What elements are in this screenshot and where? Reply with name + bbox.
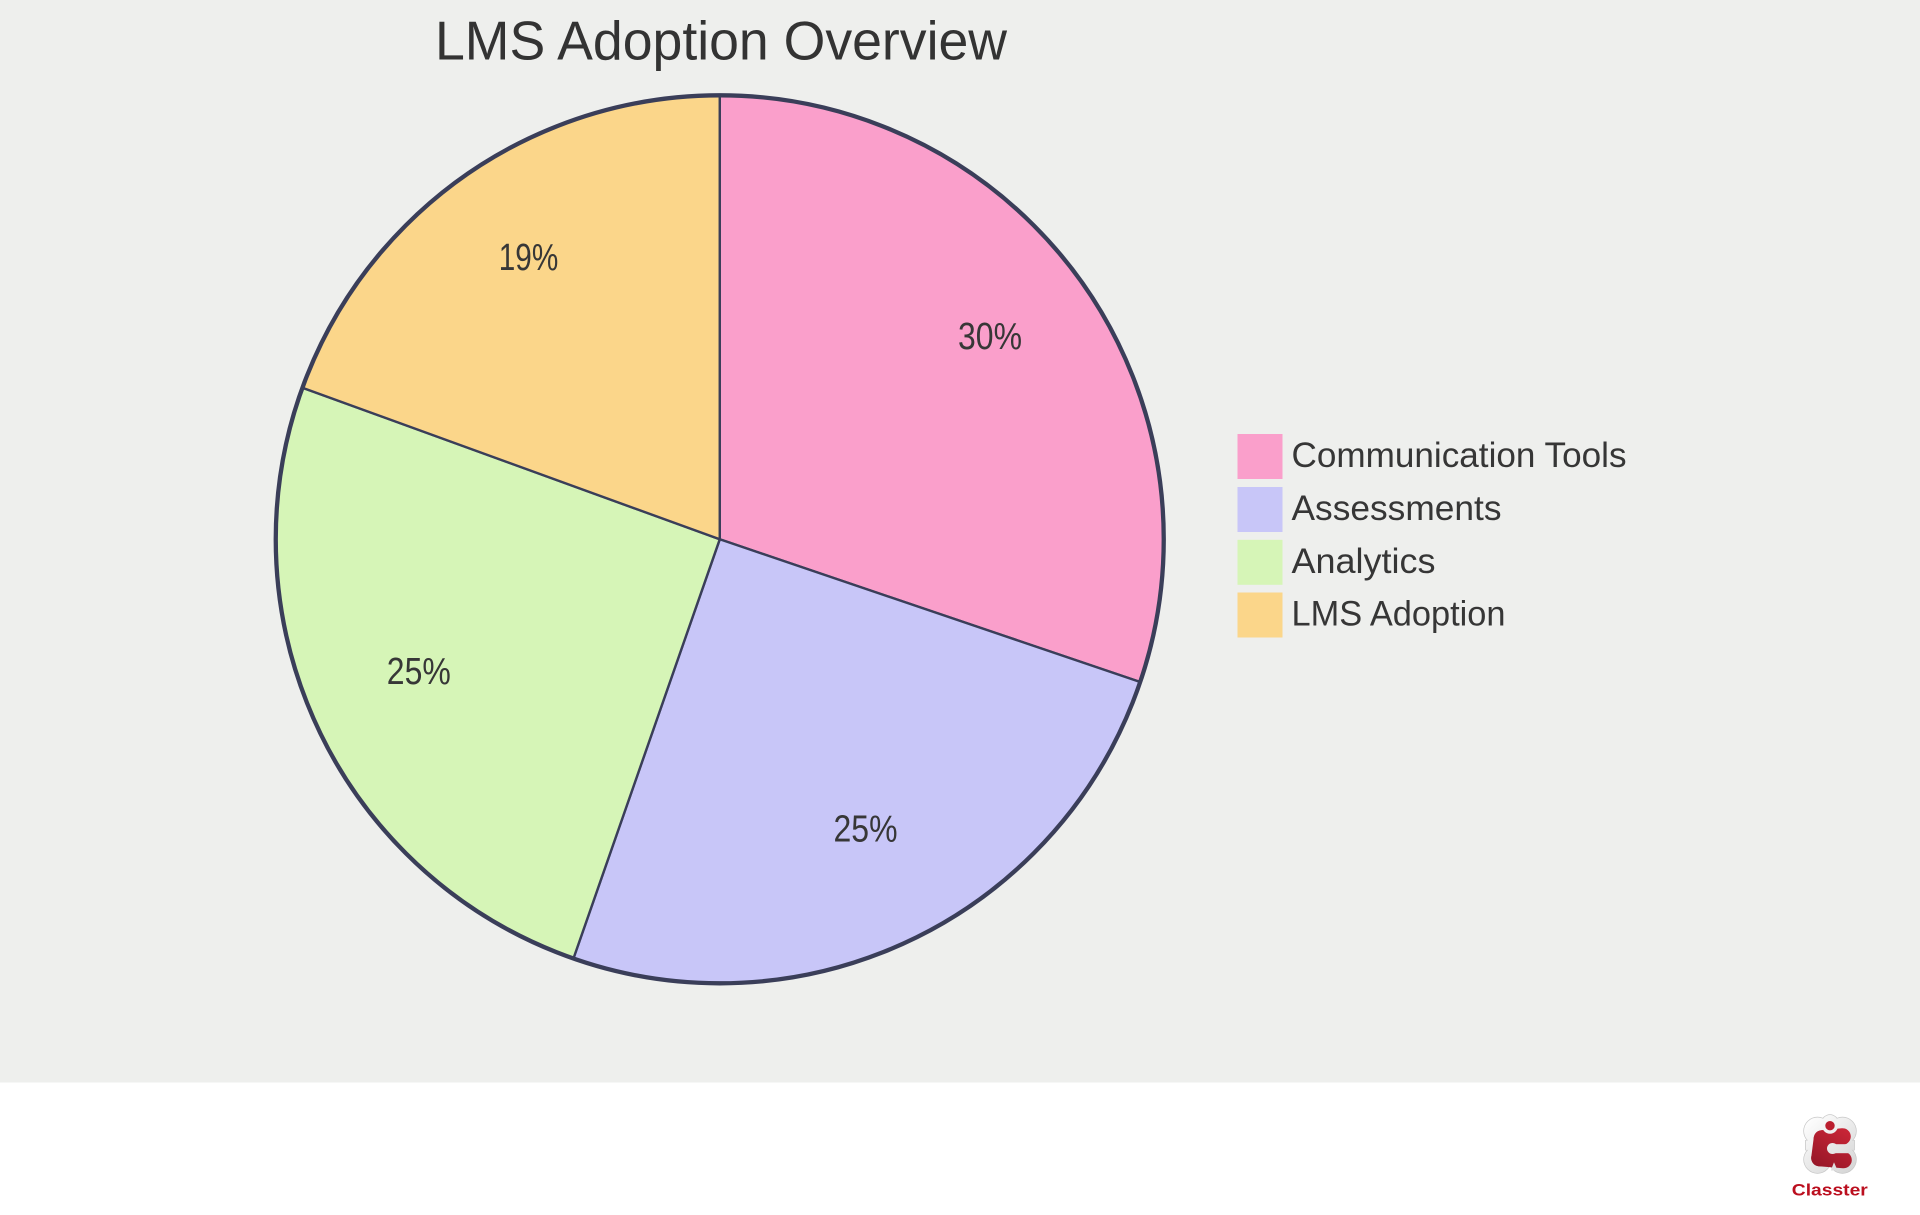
svg-text:Analytics: Analytics [1292, 542, 1436, 581]
svg-text:LMS Adoption Overview: LMS Adoption Overview [435, 10, 1007, 72]
svg-text:19%: 19% [499, 237, 559, 279]
svg-text:Classter: Classter [1792, 1182, 1869, 1200]
svg-text:30%: 30% [958, 316, 1022, 358]
svg-text:Communication Tools: Communication Tools [1292, 436, 1627, 475]
svg-text:LMS Adoption: LMS Adoption [1292, 595, 1506, 634]
svg-text:25%: 25% [387, 651, 451, 693]
svg-text:25%: 25% [834, 808, 898, 850]
svg-text:Assessments: Assessments [1292, 489, 1502, 528]
